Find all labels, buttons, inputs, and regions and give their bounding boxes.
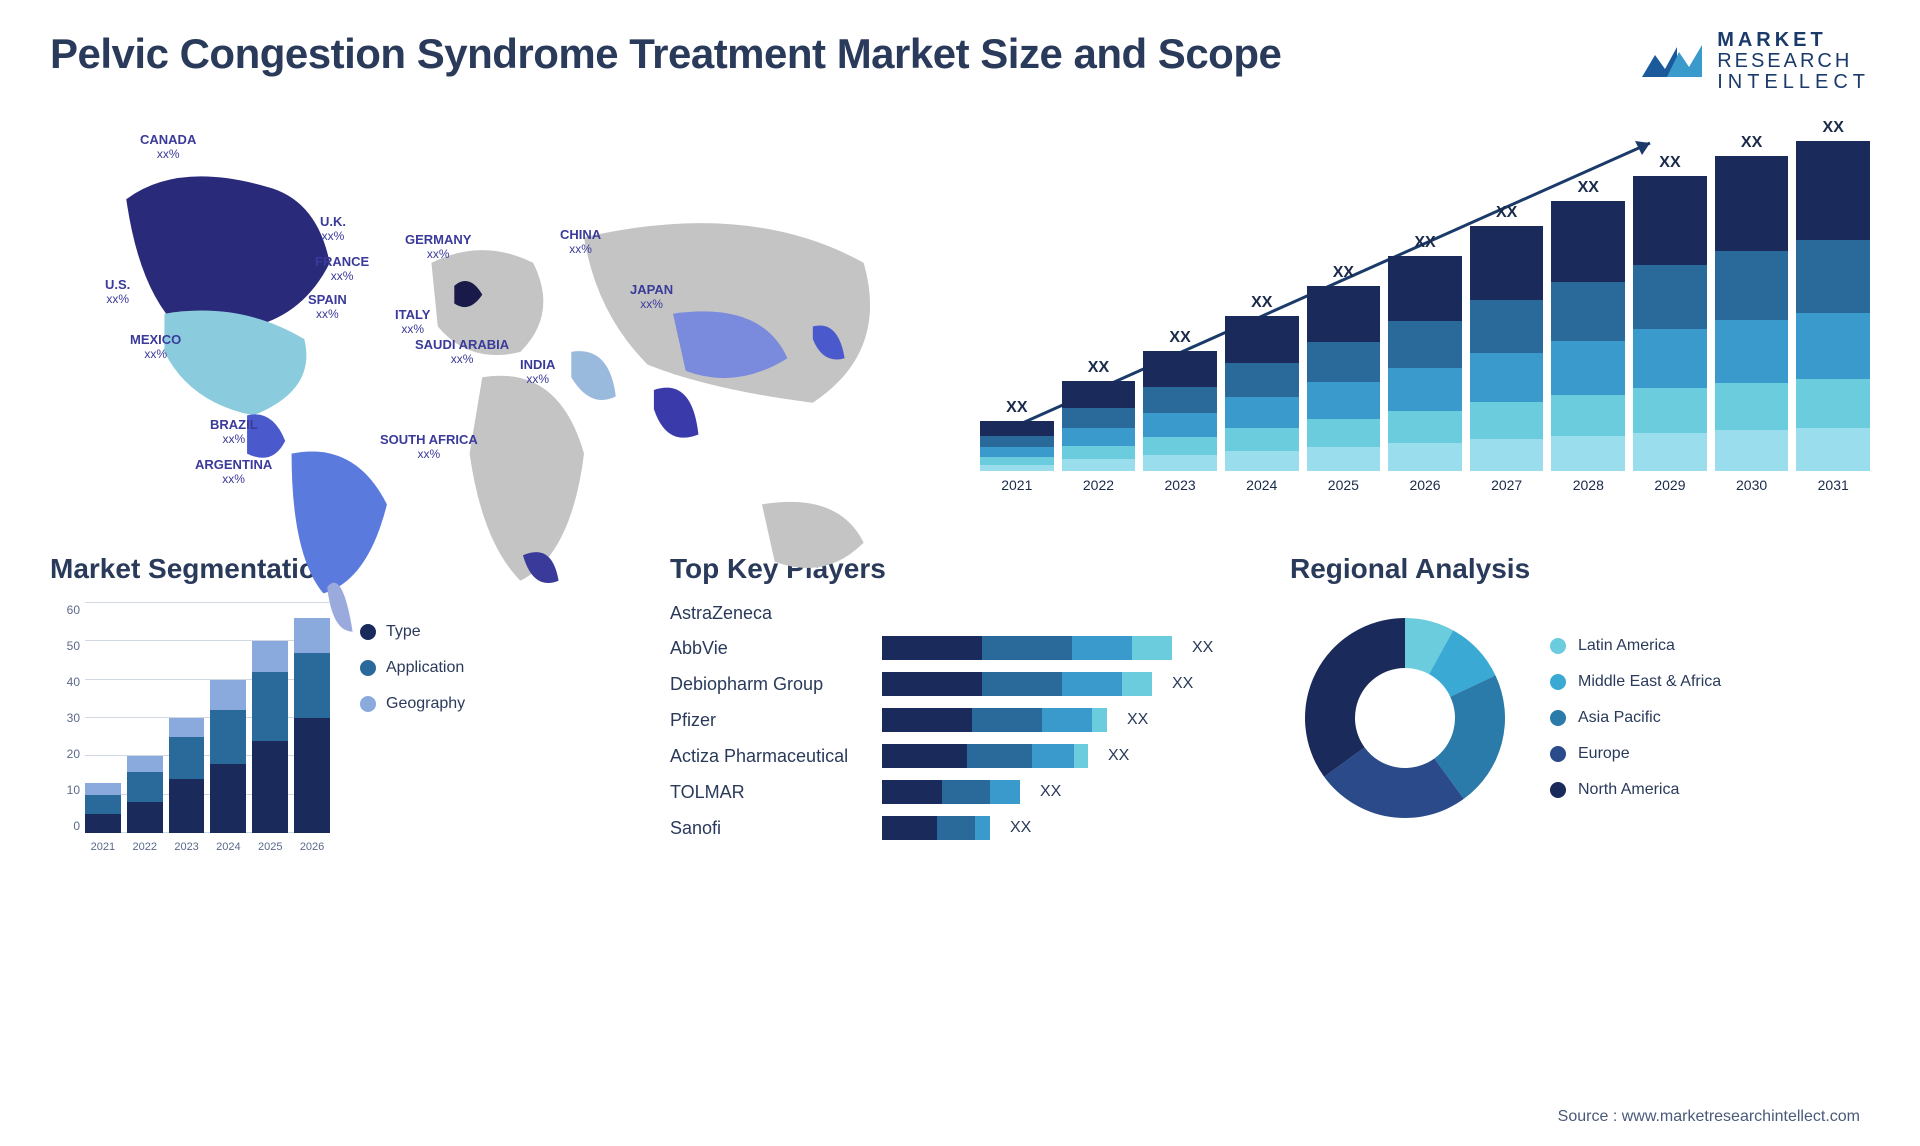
map-label: SOUTH AFRICAxx% [380,433,478,462]
key-player-row: Actiza PharmaceuticalXX [670,744,1250,768]
map-label: CANADAxx% [140,133,196,162]
growth-bar-chart: XX2021XX2022XX2023XX2024XX2025XX2026XX20… [980,123,1870,523]
logo-mark-icon [1637,37,1707,87]
growth-bar: XX2027 [1470,204,1544,493]
segmentation-chart: 6050403020100 202120222023202420252026 T… [50,603,630,853]
segmentation-bar [127,756,163,833]
regional-legend-item: North America [1550,781,1721,799]
growth-bar: XX2031 [1796,119,1870,493]
key-player-row: TOLMARXX [670,780,1250,804]
regional-section: Regional Analysis Latin America Middle Ea… [1290,553,1870,853]
world-map-icon [50,123,940,632]
regional-title: Regional Analysis [1290,553,1870,585]
page-title: Pelvic Congestion Syndrome Treatment Mar… [50,30,1281,78]
regional-legend-item: Asia Pacific [1550,709,1721,727]
top-row: CANADAxx% U.S.xx% MEXICOxx% BRAZILxx% ARGENT… [50,123,1870,523]
key-player-row: Debiopharm GroupXX [670,672,1250,696]
brand-logo: MARKET RESEARCH INTELLECT [1637,30,1870,93]
map-label: SPAINxx% [308,293,347,322]
growth-bar: XX2022 [1062,359,1136,493]
map-label: U.K.xx% [320,215,346,244]
growth-bar: XX2026 [1388,234,1462,493]
growth-bar: XX2021 [980,399,1054,493]
map-label: BRAZILxx% [210,418,258,447]
map-label: U.S.xx% [105,278,130,307]
regional-legend-item: Europe [1550,745,1721,763]
header: Pelvic Congestion Syndrome Treatment Mar… [50,30,1870,93]
growth-bar: XX2028 [1551,179,1625,493]
segmentation-bar [169,718,205,833]
world-map-section: CANADAxx% U.S.xx% MEXICOxx% BRAZILxx% ARGENT… [50,123,940,523]
donut-segment [1305,618,1405,777]
map-label: ITALYxx% [395,308,430,337]
key-player-row: AbbVieXX [670,636,1250,660]
growth-bar: XX2025 [1307,264,1381,493]
regional-donut-chart [1290,603,1520,833]
growth-bar: XX2030 [1715,134,1789,493]
segmentation-bar [210,680,246,833]
regional-legend-item: Latin America [1550,637,1721,655]
key-player-row: PfizerXX [670,708,1250,732]
logo-text: MARKET RESEARCH INTELLECT [1717,30,1870,93]
map-label: ARGENTINAxx% [195,458,272,487]
key-player-row: SanofiXX [670,816,1250,840]
map-label: GERMANYxx% [405,233,471,262]
segmentation-bar [85,783,121,833]
regional-legend-item: Middle East & Africa [1550,673,1721,691]
segmentation-bar [294,618,330,833]
map-label: FRANCExx% [315,255,369,284]
map-label: MEXICOxx% [130,333,181,362]
growth-bar: XX2023 [1143,329,1217,493]
segmentation-legend-item: Geography [360,695,465,713]
segmentation-legend-item: Application [360,659,465,677]
map-label: INDIAxx% [520,358,555,387]
map-label: SAUDI ARABIAxx% [415,338,509,367]
map-label: JAPANxx% [630,283,673,312]
map-label: CHINAxx% [560,228,601,257]
segmentation-bar [252,641,288,833]
key-players-list: AstraZenecaAbbVieXXDebiopharm GroupXXPfi… [670,603,1250,840]
source-text: Source : www.marketresearchintellect.com [1558,1108,1860,1126]
growth-bar: XX2029 [1633,154,1707,493]
growth-bar: XX2024 [1225,294,1299,493]
